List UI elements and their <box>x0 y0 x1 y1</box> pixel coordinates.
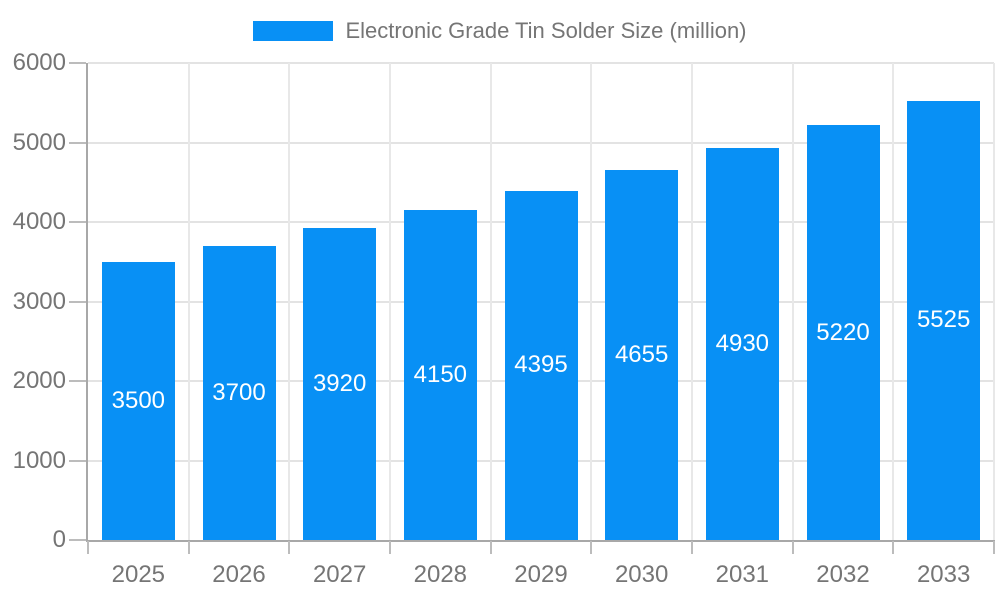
bar[interactable]: 5525 <box>907 100 981 540</box>
x-tick <box>691 541 693 554</box>
bar-value-label: 5525 <box>916 306 971 334</box>
v-gridline <box>489 63 492 540</box>
v-gridline <box>288 63 291 540</box>
bar[interactable]: 4655 <box>605 169 679 540</box>
y-axis: 0 1000 2000 3000 4000 5000 6000 <box>0 0 66 600</box>
x-tick <box>288 541 291 554</box>
h-gridline <box>88 62 994 64</box>
bar-value-label: 4930 <box>715 330 770 358</box>
y-tick <box>69 62 86 64</box>
y-tick-label: 3000 <box>12 287 66 315</box>
h-gridline <box>88 141 994 144</box>
bar[interactable]: 3500 <box>101 261 175 540</box>
x-tick <box>87 541 89 554</box>
y-tick-label: 0 <box>52 526 66 553</box>
bar[interactable]: 3700 <box>202 245 276 540</box>
x-tick <box>187 541 190 554</box>
x-axis-line <box>86 540 995 542</box>
legend-item[interactable]: Electronic Grade Tin Solder Size (millio… <box>0 18 1000 44</box>
y-tick-label: 1000 <box>12 446 66 474</box>
x-tick-label: 2028 <box>413 561 468 588</box>
y-tick <box>69 141 86 144</box>
bar[interactable]: 4150 <box>403 210 477 540</box>
legend-swatch <box>253 21 334 41</box>
bar[interactable]: 3920 <box>303 228 377 540</box>
x-axis: 2025 2026 2027 2028 2029 2030 2031 2032 2033 <box>0 561 1000 593</box>
x-tick-label: 2031 <box>715 561 770 588</box>
x-tick <box>489 541 492 554</box>
bar-value-label: 3500 <box>111 386 166 414</box>
y-tick-label: 6000 <box>12 49 66 76</box>
legend-label: Electronic Grade Tin Solder Size (millio… <box>345 18 747 43</box>
v-gridline <box>691 63 693 540</box>
bar[interactable]: 4395 <box>504 190 578 540</box>
x-tick-label: 2027 <box>312 561 367 588</box>
y-axis-line <box>86 63 88 542</box>
x-tick <box>892 541 895 554</box>
x-tick-label: 2026 <box>212 561 266 588</box>
v-gridline <box>187 63 190 540</box>
y-tick <box>69 221 86 223</box>
y-tick <box>69 300 86 303</box>
bar-value-label: 3700 <box>212 378 266 406</box>
x-tick <box>590 541 593 554</box>
x-tick <box>993 541 995 554</box>
y-tick-label: 5000 <box>12 128 66 156</box>
x-tick-label: 2029 <box>514 561 568 588</box>
x-tick-label: 2033 <box>916 561 971 588</box>
v-gridline <box>993 63 995 540</box>
v-gridline <box>791 63 794 540</box>
v-gridline <box>892 63 895 540</box>
x-tick <box>389 541 391 554</box>
bar-value-label: 3920 <box>312 370 367 398</box>
bar-value-label: 5220 <box>816 318 870 346</box>
x-tick <box>791 541 794 554</box>
bar[interactable]: 4930 <box>705 148 779 540</box>
y-tick-label: 2000 <box>12 367 66 394</box>
v-gridline <box>389 63 391 540</box>
x-tick-label: 2032 <box>816 561 870 588</box>
bar[interactable]: 5220 <box>806 125 880 540</box>
v-gridline <box>590 63 593 540</box>
plot-area: 3500 3700 3920 4150 4395 4655 4930 5220 5525 <box>88 62 995 540</box>
y-tick <box>69 380 86 382</box>
x-tick-label: 2030 <box>614 561 669 588</box>
y-tick <box>69 539 86 541</box>
bar-value-label: 4150 <box>413 361 468 389</box>
y-tick-label: 4000 <box>12 208 66 235</box>
bar-value-label: 4395 <box>514 351 568 379</box>
x-tick-label: 2025 <box>111 561 166 588</box>
y-tick <box>69 459 86 462</box>
bar-value-label: 4655 <box>614 340 669 368</box>
